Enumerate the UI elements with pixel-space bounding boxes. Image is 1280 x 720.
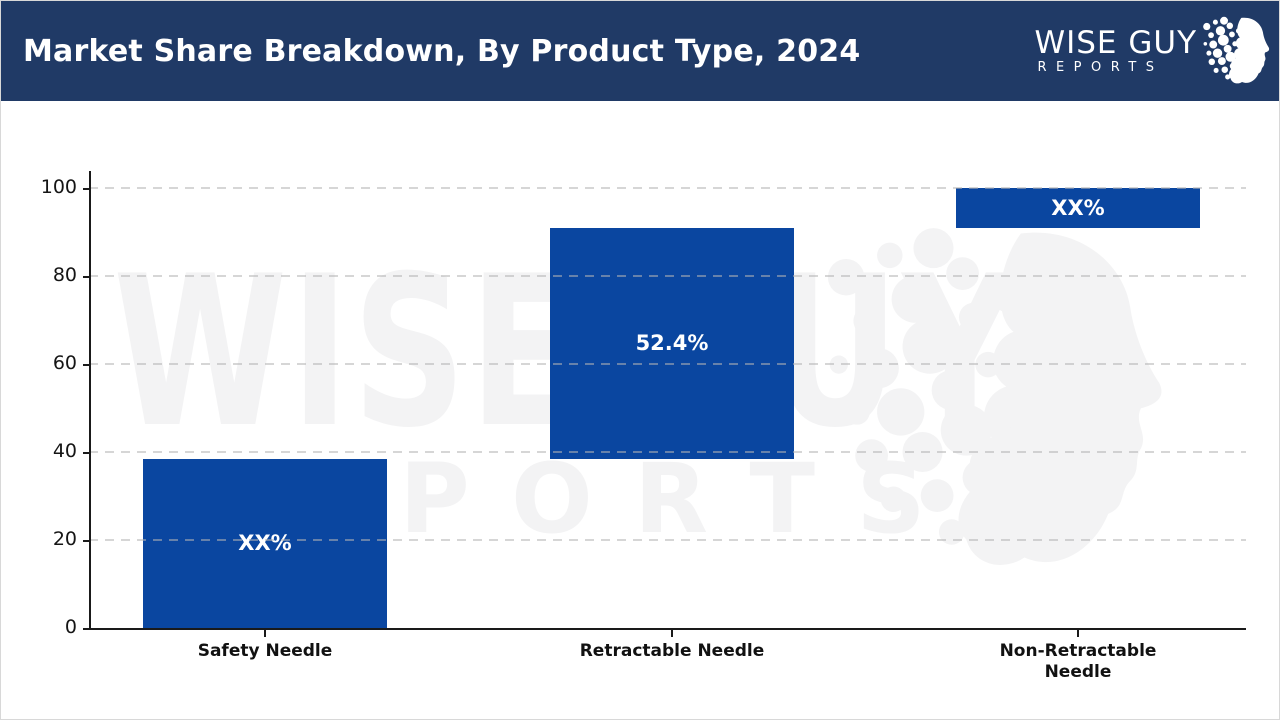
y-tick-mark [83,452,89,454]
gridline [89,539,1246,541]
x-axis [89,628,1246,630]
y-tick-mark [83,276,89,278]
y-tick-label: 60 [52,352,77,374]
y-tick-label: 80 [52,264,77,286]
gridline [89,363,1246,365]
chart-area: WISE GUY R E P O R T S XX% 52.4% XX% 0 20 40 6… [1,101,1279,719]
gridline [89,275,1246,277]
x-tick-label: Non-Retractable Needle [999,641,1157,683]
y-tick-label: 100 [40,176,77,198]
logo-subtitle: REPORTS [1037,60,1164,76]
y-tick-mark [83,188,89,190]
x-tick-label: Safety Needle [197,641,333,661]
bar-value-label: 52.4% [635,331,709,356]
logo-head-icon [1203,16,1270,84]
x-tick-mark [1077,630,1079,637]
y-tick-mark [83,540,89,542]
gridline [89,187,1246,189]
bar: XX% [956,188,1200,229]
y-tick-mark [83,364,89,366]
watermark-head-icon [827,228,1162,565]
x-tick-mark [671,630,673,637]
bar-value-label: XX% [238,531,292,556]
wise-guy-logo: WISE GUY REPORTS [1034,7,1273,95]
header: Market Share Breakdown, By Product Type,… [1,1,1279,101]
y-axis [89,171,91,630]
y-tick-label: 40 [52,440,77,462]
page-title: Market Share Breakdown, By Product Type,… [23,33,861,69]
logo-text: WISE GUY REPORTS [1034,27,1197,76]
y-tick-label: 0 [64,616,77,638]
bar: 52.4% [550,228,794,459]
y-tick-label: 20 [52,528,77,550]
logo-wordmark: WISE GUY [1034,24,1197,61]
bar: XX% [143,458,387,628]
y-tick-mark [83,628,89,630]
gridline [89,451,1246,453]
x-tick-mark [264,630,266,637]
x-tick-label: Retractable Needle [579,641,765,661]
bar-value-label: XX% [1051,196,1105,221]
